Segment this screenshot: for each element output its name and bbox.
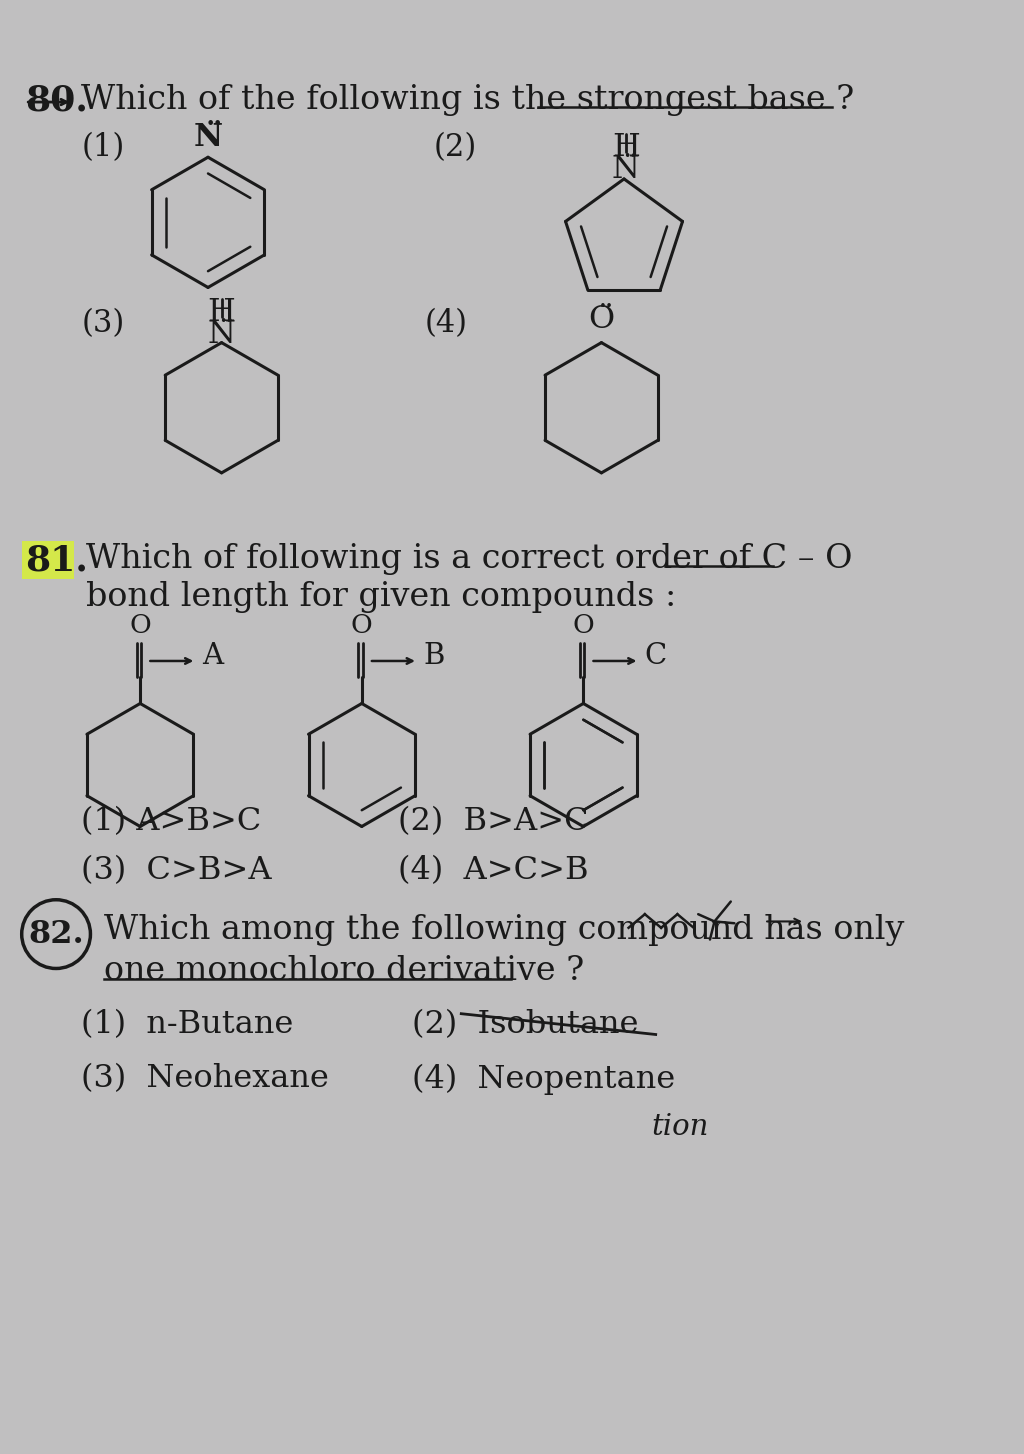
Text: (4): (4) <box>425 308 468 339</box>
Text: (4)  Neopentane: (4) Neopentane <box>412 1063 675 1095</box>
Text: one monochloro derivative ?: one monochloro derivative ? <box>104 955 585 987</box>
Text: H: H <box>612 132 640 163</box>
Text: 82.: 82. <box>29 919 84 949</box>
Text: (1): (1) <box>81 132 125 163</box>
Text: Which of following is a correct order of C – O: Which of following is a correct order of… <box>86 544 852 576</box>
Text: B: B <box>423 641 444 669</box>
Text: Ö: Ö <box>589 304 614 336</box>
Text: tion: tion <box>651 1114 709 1141</box>
Text: Which among the following compound has only: Which among the following compound has o… <box>104 915 904 947</box>
Text: C: C <box>645 641 667 669</box>
Text: A: A <box>202 641 223 669</box>
Text: (2)  Isobutane: (2) Isobutane <box>412 1009 638 1040</box>
Text: N̈: N̈ <box>612 154 640 185</box>
Text: (3)  C>B>A: (3) C>B>A <box>81 855 272 887</box>
Text: 81.: 81. <box>26 544 88 577</box>
Text: (4)  A>C>B: (4) A>C>B <box>398 855 589 887</box>
Text: Which of the following is the strongest base ?: Which of the following is the strongest … <box>81 84 855 116</box>
FancyBboxPatch shape <box>22 541 74 579</box>
Text: O: O <box>129 614 152 638</box>
Text: H: H <box>208 298 236 329</box>
Text: 80.: 80. <box>26 84 88 118</box>
Text: O: O <box>572 614 594 638</box>
Text: N̈: N̈ <box>194 122 222 153</box>
Text: (2): (2) <box>434 132 477 163</box>
Text: (2)  B>A>C: (2) B>A>C <box>398 806 589 836</box>
Text: (3)  Neohexane: (3) Neohexane <box>81 1063 330 1095</box>
Text: (3): (3) <box>81 308 125 339</box>
Text: (1) A>B>C: (1) A>B>C <box>81 806 262 836</box>
Text: O: O <box>351 614 373 638</box>
Text: N̈: N̈ <box>208 318 236 350</box>
Text: (1)  n-Butane: (1) n-Butane <box>81 1009 294 1040</box>
Text: bond length for given compounds :: bond length for given compounds : <box>86 582 676 614</box>
